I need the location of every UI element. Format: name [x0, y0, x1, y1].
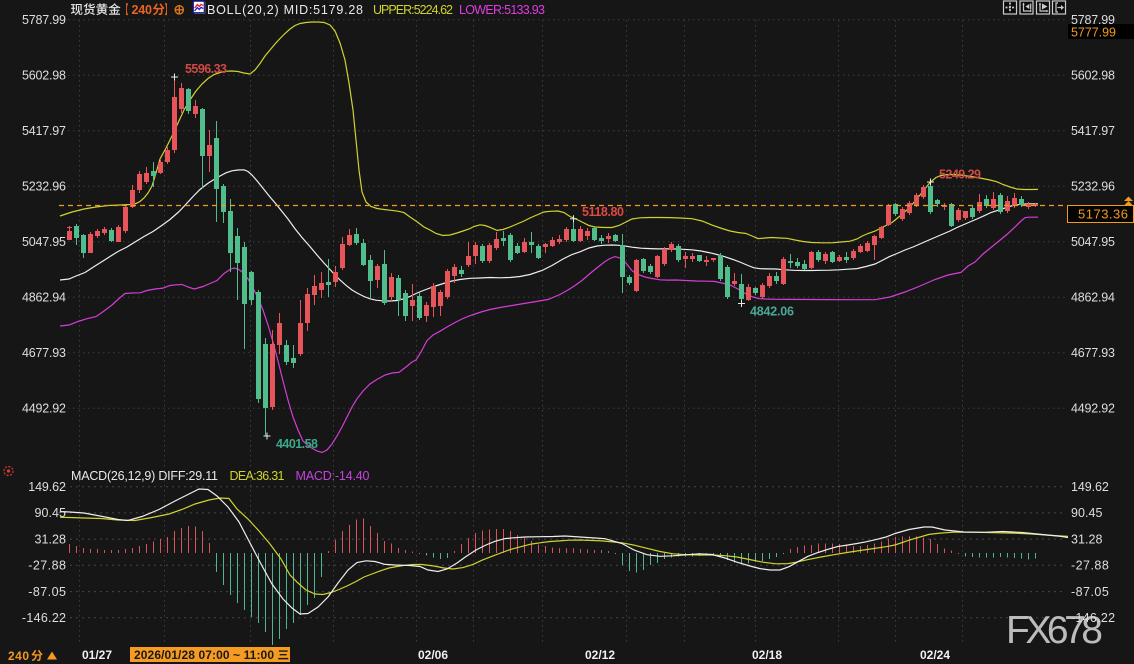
svg-text:90.45: 90.45	[35, 506, 67, 520]
svg-text:5047.95: 5047.95	[1071, 235, 1115, 249]
svg-text:4492.92: 4492.92	[1071, 402, 1115, 416]
svg-text:90.45: 90.45	[1071, 506, 1103, 520]
svg-text:UPPER:5224.62: UPPER:5224.62	[373, 3, 453, 17]
svg-text:02/18: 02/18	[752, 648, 782, 662]
svg-text:5777.99: 5777.99	[1071, 26, 1116, 40]
svg-text:4401.58: 4401.58	[276, 437, 318, 451]
svg-text:2026/01/28 07:00 ~ 11:00: 2026/01/28 07:00 ~ 11:00	[134, 648, 274, 662]
svg-text:-146.22: -146.22	[22, 611, 66, 625]
svg-text:5417.97: 5417.97	[1071, 124, 1115, 138]
svg-text:240: 240	[8, 649, 29, 663]
svg-text:DEA:36.31: DEA:36.31	[230, 469, 285, 483]
svg-text:MACD(26,12,9) DIFF:29.11: MACD(26,12,9) DIFF:29.11	[71, 469, 218, 483]
svg-text:-87.05: -87.05	[28, 585, 66, 599]
svg-text:FX678: FX678	[1006, 609, 1103, 652]
svg-text:4677.93: 4677.93	[1071, 346, 1115, 360]
svg-text:02/12: 02/12	[585, 648, 615, 662]
svg-text:-87.05: -87.05	[1071, 585, 1109, 599]
svg-text:-27.88: -27.88	[28, 559, 66, 573]
svg-text:5787.99: 5787.99	[1071, 13, 1115, 27]
svg-text:4862.94: 4862.94	[22, 291, 66, 305]
svg-text:5602.98: 5602.98	[1071, 69, 1115, 83]
svg-text:31.28: 31.28	[1071, 532, 1103, 546]
svg-text:4862.94: 4862.94	[1071, 291, 1115, 305]
svg-text:MACD:-14.40: MACD:-14.40	[296, 469, 370, 483]
svg-text:02/06: 02/06	[418, 648, 448, 662]
svg-text:5417.97: 5417.97	[22, 124, 66, 138]
svg-text:02/24: 02/24	[920, 648, 950, 662]
svg-text:5232.96: 5232.96	[22, 180, 66, 194]
svg-text:BOLL(20,2) MID:5179.28: BOLL(20,2) MID:5179.28	[207, 3, 363, 17]
svg-text:240: 240	[132, 3, 153, 17]
svg-text:5047.95: 5047.95	[22, 235, 66, 249]
svg-text:5602.98: 5602.98	[22, 69, 66, 83]
svg-text:5787.99: 5787.99	[22, 13, 66, 27]
svg-text:5173.36: 5173.36	[1078, 207, 1128, 222]
svg-text:4492.92: 4492.92	[22, 402, 66, 416]
svg-text:4842.06: 4842.06	[750, 305, 794, 319]
svg-text:5249.29: 5249.29	[939, 168, 981, 182]
svg-text:149.62: 149.62	[1071, 480, 1109, 494]
svg-text:5118.80: 5118.80	[582, 205, 624, 219]
svg-text:31.28: 31.28	[35, 532, 67, 546]
svg-text:01/27: 01/27	[82, 648, 112, 662]
svg-text:-27.88: -27.88	[1071, 559, 1109, 573]
svg-text:LOWER:5133.93: LOWER:5133.93	[459, 3, 545, 17]
svg-text:149.62: 149.62	[28, 480, 66, 494]
svg-text:5232.96: 5232.96	[1071, 180, 1115, 194]
svg-text:5596.33: 5596.33	[185, 62, 227, 76]
svg-text:-146.22: -146.22	[1071, 611, 1115, 625]
svg-text:4677.93: 4677.93	[22, 346, 66, 360]
